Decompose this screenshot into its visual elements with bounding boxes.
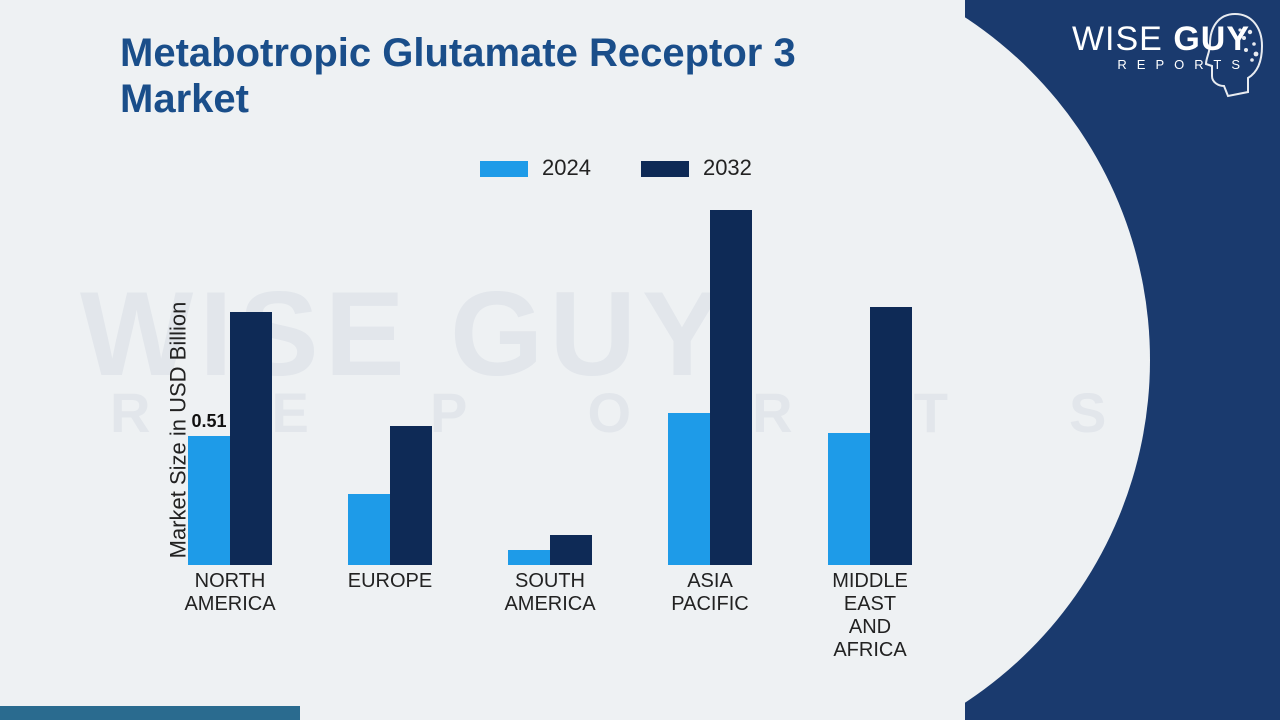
legend-label-2032: 2032 — [703, 155, 752, 180]
plot-region: 0.51 — [140, 185, 960, 565]
logo-line2: REPORTS — [1072, 57, 1250, 72]
bar — [230, 312, 272, 565]
bar-group — [668, 210, 752, 565]
x-axis-labels: NORTH AMERICA EUROPE SOUTH AMERICA ASIA PAC… — [140, 570, 960, 690]
legend-item-2032: 2032 — [641, 155, 752, 181]
bar-value-label: 0.51 — [191, 411, 226, 432]
chart-title: Metabotropic Glutamate Receptor 3 Market — [120, 30, 870, 122]
logo-word-wise: WISE — [1072, 20, 1163, 58]
bar-group — [508, 535, 592, 565]
bar — [668, 413, 710, 565]
logo-word-guy: GUY — [1173, 20, 1250, 58]
bar-group — [828, 307, 912, 565]
bar — [870, 307, 912, 565]
page-root: WISE GUY R E P O R T S WISE GUY REPORTS … — [0, 0, 1280, 720]
bar-group — [188, 312, 272, 565]
bar — [348, 494, 390, 565]
legend-label-2024: 2024 — [542, 155, 591, 180]
bar — [550, 535, 592, 565]
bar — [390, 426, 432, 565]
x-axis-label: EUROPE — [348, 570, 432, 593]
x-axis-label: MIDDLE EAST AND AFRICA — [832, 570, 908, 662]
bar — [188, 436, 230, 565]
bar — [508, 550, 550, 565]
bar — [710, 210, 752, 565]
bar — [828, 433, 870, 565]
legend-swatch-2024 — [480, 161, 528, 177]
chart-area: Market Size in USD Billion 2024 2032 0.5… — [50, 165, 980, 695]
footer-accent-bar — [0, 706, 300, 720]
brand-logo: WISE GUY REPORTS — [1072, 20, 1250, 72]
logo-line1: WISE GUY — [1072, 20, 1250, 59]
x-axis-label: ASIA PACIFIC — [671, 570, 748, 616]
x-axis-label: NORTH AMERICA — [184, 570, 275, 616]
legend-swatch-2032 — [641, 161, 689, 177]
x-axis-label: SOUTH AMERICA — [504, 570, 595, 616]
legend: 2024 2032 — [480, 155, 752, 181]
bar-group — [348, 426, 432, 565]
legend-item-2024: 2024 — [480, 155, 591, 181]
